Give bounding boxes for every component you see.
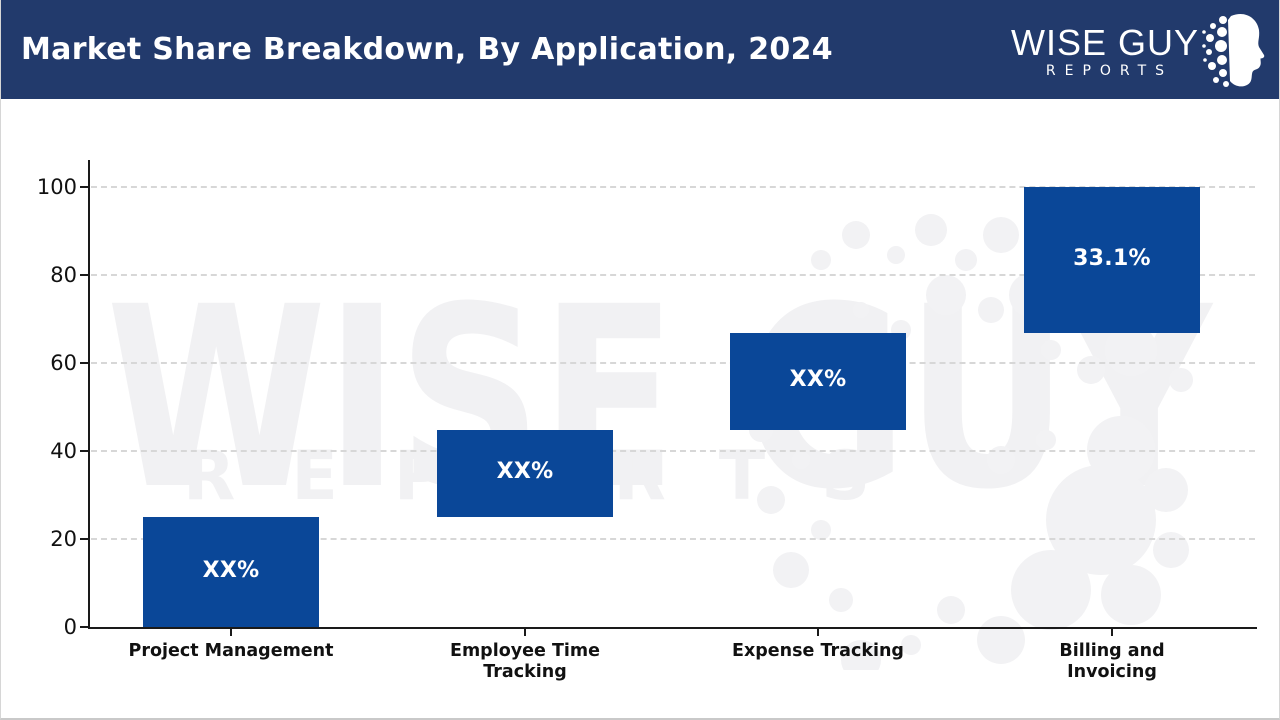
y-tick-mark-80 bbox=[80, 274, 88, 276]
gridline-80 bbox=[91, 274, 1255, 276]
gridline-20 bbox=[91, 538, 1255, 540]
y-tick-label-20: 20 bbox=[50, 527, 77, 551]
gridline-60 bbox=[91, 362, 1255, 364]
page-title: Market Share Breakdown, By Application, … bbox=[21, 32, 833, 67]
y-tick-mark-60 bbox=[80, 362, 88, 364]
y-tick-label-0: 0 bbox=[63, 615, 77, 639]
header-bar: Market Share Breakdown, By Application, … bbox=[1, 0, 1279, 99]
bar-value-label: XX% bbox=[789, 367, 847, 393]
x-category-label-expense-tracking: Expense Tracking bbox=[732, 641, 904, 661]
bar-value-label: 33.1% bbox=[1073, 245, 1151, 271]
brand-logo-face-icon bbox=[1202, 13, 1265, 87]
gridline-100 bbox=[91, 186, 1255, 188]
x-tick-mark-billing-and-invoicing bbox=[1111, 629, 1113, 636]
x-axis-line bbox=[88, 627, 1257, 629]
x-category-label-billing-and-invoicing: Billing and Invoicing bbox=[1059, 641, 1165, 682]
x-category-label-employee-time-tracking: Employee Time Tracking bbox=[449, 641, 600, 682]
y-tick-label-60: 60 bbox=[50, 351, 77, 375]
brand-logo-subtitle: REPORTS bbox=[1045, 63, 1174, 80]
brand-logo-name: WISE GUY bbox=[1010, 21, 1199, 63]
y-tick-mark-40 bbox=[80, 450, 88, 452]
bar-value-label: XX% bbox=[496, 459, 554, 485]
y-tick-mark-20 bbox=[80, 538, 88, 540]
y-tick-label-100: 100 bbox=[36, 175, 77, 199]
x-tick-mark-employee-time-tracking bbox=[524, 629, 526, 636]
y-tick-mark-100 bbox=[80, 186, 88, 188]
y-tick-label-40: 40 bbox=[50, 439, 77, 463]
bar-billing-and-invoicing: 33.1% bbox=[1024, 187, 1200, 333]
bar-value-label: XX% bbox=[202, 558, 260, 583]
y-tick-label-80: 80 bbox=[50, 263, 77, 287]
x-tick-mark-project-management bbox=[230, 629, 232, 636]
y-tick-mark-0 bbox=[80, 626, 88, 628]
x-tick-mark-expense-tracking bbox=[817, 629, 819, 636]
bar-project-management: XX% bbox=[143, 517, 319, 627]
bar-employee-time-tracking: XX% bbox=[437, 429, 613, 517]
x-category-label-project-management: Project Management bbox=[128, 641, 334, 661]
y-axis-line bbox=[88, 160, 90, 629]
brand-logo: WISE GUY REPORTS bbox=[1011, 10, 1265, 92]
gridline-40 bbox=[91, 450, 1255, 452]
bar-expense-tracking: XX% bbox=[730, 332, 906, 430]
